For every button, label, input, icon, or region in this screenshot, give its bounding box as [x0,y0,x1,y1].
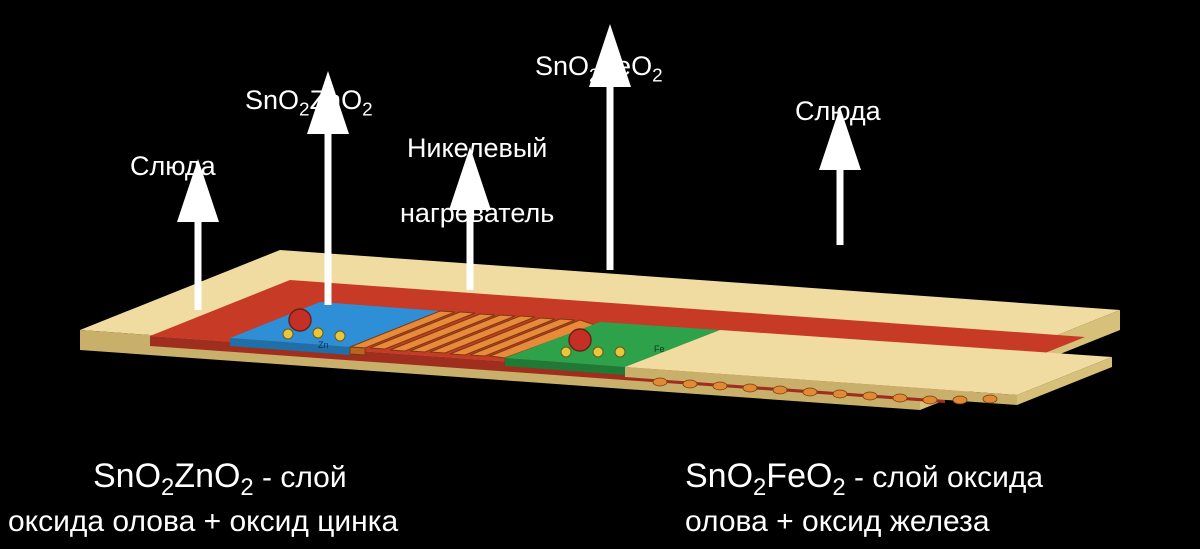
label-mica-right: Слюда [795,95,881,127]
caption-right-line2: олова + оксид железа [630,505,990,538]
zn-label: Zn [318,340,329,350]
caption-right: SnO2FeO2 - слой оксида олова + оксид жел… [630,455,1190,540]
caption-left: SnO2ZnO2 - слой оксида олова + оксид цин… [8,455,508,540]
label-nickel-heater: Никелевый нагреватель [370,100,554,262]
caption-left-suffix: - слой [254,461,347,494]
diagram-stage: Zn [0,0,1200,549]
caption-left-line2: оксида олова + оксид цинка [8,505,398,538]
heater-line1: Никелевый [407,133,547,163]
caption-right-suffix: - слой оксида [846,461,1043,494]
label-sno2zno2: SnO2ZnO2 [215,52,373,155]
label-mica-left: Слюда [130,150,216,182]
heater-line2: нагреватель [400,198,554,228]
